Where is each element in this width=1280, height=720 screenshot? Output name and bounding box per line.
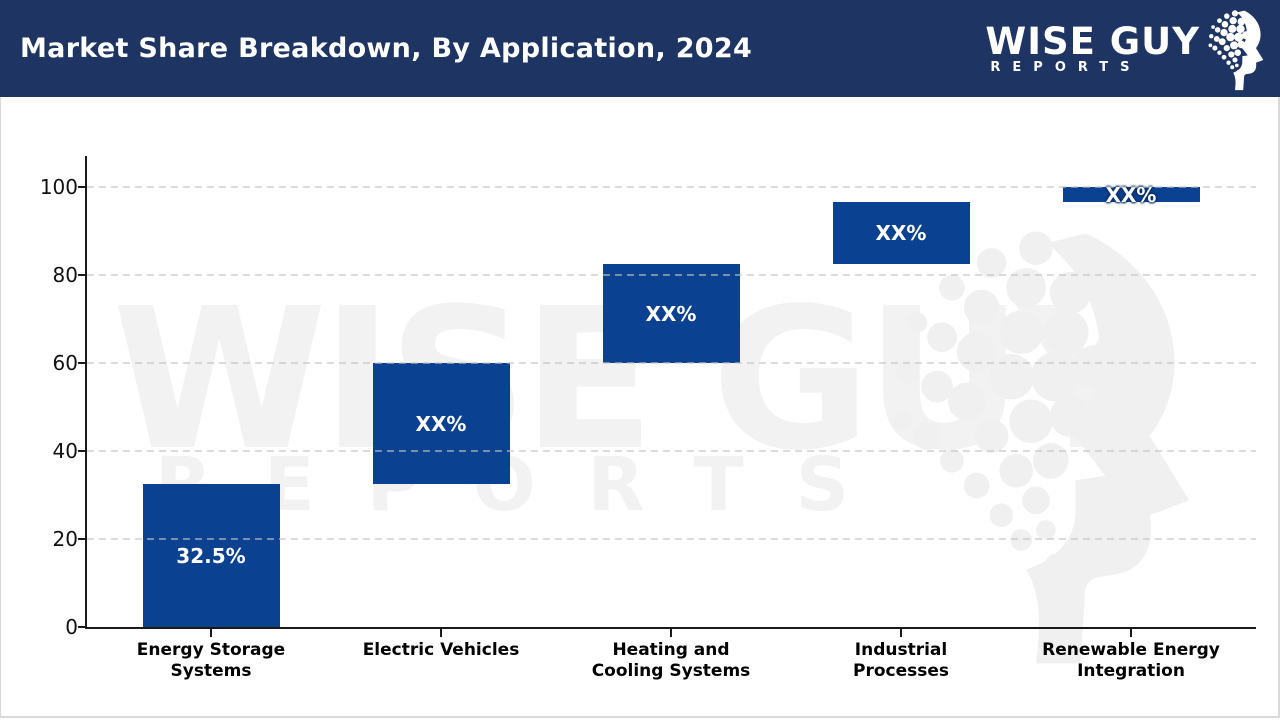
x-tick-mark (670, 629, 672, 637)
gridline-100 (87, 186, 1256, 188)
y-tick-label: 100 (39, 175, 78, 199)
bar-value-label: 32.5% (176, 543, 246, 568)
waterfall-bar: XX% (832, 202, 970, 264)
waterfall-bar: 32.5% (142, 484, 280, 627)
waterfall-bar: XX% (602, 264, 740, 363)
y-tick-mark (78, 186, 86, 188)
waterfall-bar: XX% (1062, 183, 1200, 207)
x-category-label: Renewable Energy Integration (1042, 640, 1220, 681)
header-bar: Market Share Breakdown, By Application, … (0, 0, 1280, 97)
brand-logo: WISE GUY REPORTS (985, 6, 1268, 92)
gridline-60 (87, 362, 1256, 364)
x-tick-mark (900, 629, 902, 637)
left-edge-rule (0, 97, 1, 718)
x-category-label: Heating and Cooling Systems (591, 640, 751, 681)
bar-value-label: XX% (645, 301, 697, 326)
watermark-head-profile-dots-icon (892, 231, 1190, 664)
x-axis-spine (85, 627, 1256, 629)
gridline-40 (87, 450, 1256, 452)
y-tick-mark (78, 626, 86, 628)
x-category-label: Energy Storage Systems (136, 640, 286, 681)
right-edge-rule (1278, 97, 1280, 718)
y-tick-mark (78, 362, 86, 364)
waterfall-bar: XX% (372, 363, 510, 484)
y-tick-label: 60 (52, 351, 78, 375)
y-tick-mark (78, 450, 86, 452)
y-tick-label: 20 (52, 527, 78, 551)
y-tick-mark (78, 538, 86, 540)
x-tick-mark (440, 629, 442, 637)
brand-wordmark-line1: WISE GUY (985, 19, 1200, 63)
x-tick-mark (210, 629, 212, 637)
gridline-80 (87, 274, 1256, 276)
y-tick-label: 0 (65, 615, 78, 639)
page-title: Market Share Breakdown, By Application, … (20, 33, 753, 64)
bar-value-label: XX% (875, 221, 927, 246)
y-axis-spine (85, 156, 87, 629)
bar-value-label: XX% (415, 411, 467, 436)
y-tick-label: 80 (52, 263, 78, 287)
y-tick-mark (78, 274, 86, 276)
brand-wordmark: WISE GUY REPORTS (985, 19, 1200, 76)
brand-wordmark-line2: REPORTS (990, 60, 1142, 76)
gridline-20 (87, 538, 1256, 540)
x-tick-mark (1130, 629, 1132, 637)
y-tick-label: 40 (52, 439, 78, 463)
x-category-label: Industrial Processes (852, 640, 949, 681)
bottom-edge-rule (0, 716, 1280, 718)
x-category-label: Electric Vehicles (362, 640, 520, 660)
